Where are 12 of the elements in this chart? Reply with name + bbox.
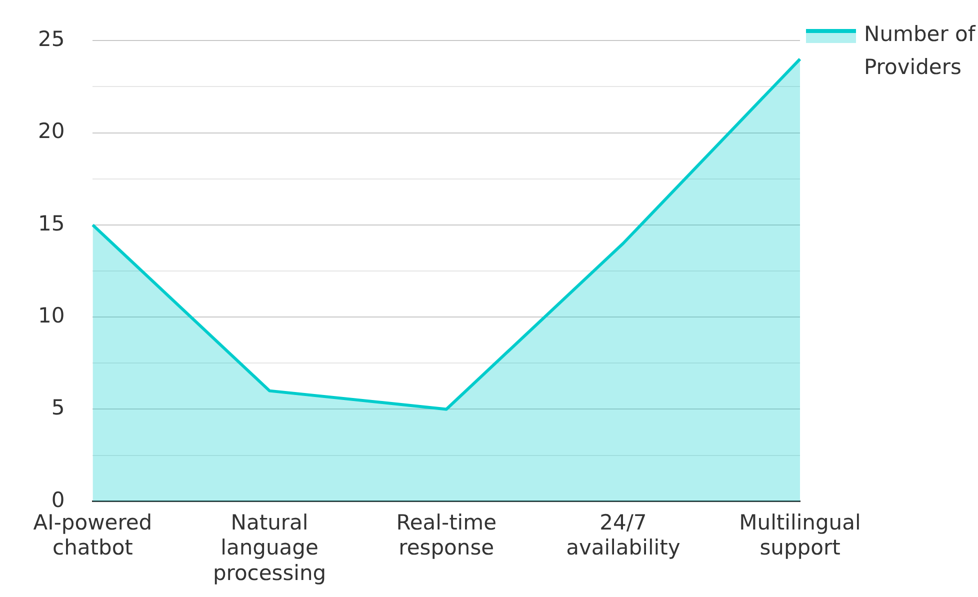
x-tick-label: AI-powered chatbot [33, 510, 152, 560]
x-tick-label: Real-time response [396, 510, 497, 560]
x-tick-label: Multilingual support [739, 510, 861, 560]
y-tick-label: 15 [38, 211, 65, 236]
y-tick-label: 10 [38, 304, 65, 328]
y-tick-label: 25 [38, 27, 65, 52]
x-tick-label: Natural language processing [212, 510, 326, 585]
y-tick-label: 20 [38, 119, 65, 144]
y-tick-label: 5 [51, 396, 65, 420]
y-tick-label: 0 [51, 488, 65, 512]
legend-label: Number of Providers [864, 21, 977, 81]
x-tick-label: 24/7 availability [566, 510, 680, 560]
